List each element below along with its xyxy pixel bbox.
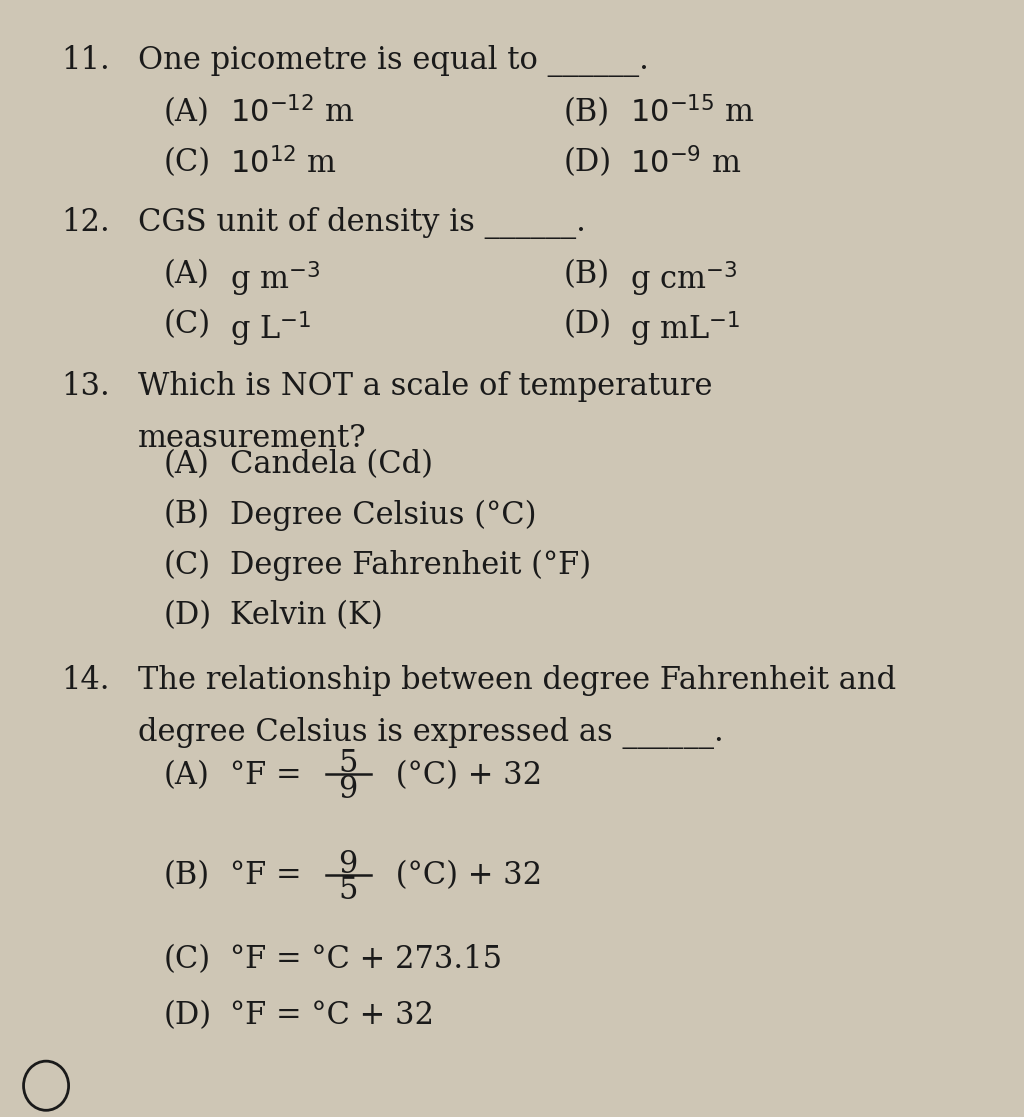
Text: °F =: °F =	[230, 860, 311, 891]
Text: The relationship between degree Fahrenheit and: The relationship between degree Fahrenhe…	[138, 665, 896, 696]
Text: 12.: 12.	[61, 207, 111, 238]
Text: 14.: 14.	[61, 665, 110, 696]
Text: 5: 5	[338, 748, 358, 780]
Text: 9: 9	[339, 774, 357, 805]
Text: 11.: 11.	[61, 45, 111, 76]
Text: 9: 9	[339, 849, 357, 880]
Text: (B): (B)	[164, 499, 210, 531]
Text: Which is NOT a scale of temperature: Which is NOT a scale of temperature	[138, 371, 713, 402]
Text: One picometre is equal to ______.: One picometre is equal to ______.	[138, 45, 649, 77]
Text: (D): (D)	[164, 600, 212, 631]
Text: $10^{-12}$ m: $10^{-12}$ m	[230, 97, 355, 130]
Text: $10^{12}$ m: $10^{12}$ m	[230, 147, 337, 180]
Text: (A): (A)	[164, 449, 210, 480]
Text: (A): (A)	[164, 97, 210, 128]
Text: (A): (A)	[164, 259, 210, 290]
Text: Degree Fahrenheit (°F): Degree Fahrenheit (°F)	[230, 550, 592, 581]
Text: °F =: °F =	[230, 760, 311, 791]
Text: g m$^{-3}$: g m$^{-3}$	[230, 259, 321, 298]
Text: (A): (A)	[164, 760, 210, 791]
Text: (C): (C)	[164, 550, 211, 581]
Text: Kelvin (K): Kelvin (K)	[230, 600, 383, 631]
Text: g cm$^{-3}$: g cm$^{-3}$	[630, 259, 737, 298]
Text: 5: 5	[338, 875, 358, 906]
Text: (D): (D)	[164, 1000, 212, 1031]
Text: (B): (B)	[563, 97, 609, 128]
Text: degree Celsius is expressed as ______.: degree Celsius is expressed as ______.	[138, 717, 724, 750]
Text: (°C) + 32: (°C) + 32	[386, 760, 542, 791]
Text: (C): (C)	[164, 147, 211, 179]
Text: g mL$^{-1}$: g mL$^{-1}$	[630, 309, 740, 349]
Text: °F = °C + 273.15: °F = °C + 273.15	[230, 944, 503, 975]
Text: (D): (D)	[563, 147, 611, 179]
Text: (D): (D)	[563, 309, 611, 341]
Text: (B): (B)	[164, 860, 210, 891]
Text: 13.: 13.	[61, 371, 111, 402]
Text: $10^{-15}$ m: $10^{-15}$ m	[630, 97, 755, 130]
Text: Degree Celsius (°C): Degree Celsius (°C)	[230, 499, 537, 531]
Text: °F = °C + 32: °F = °C + 32	[230, 1000, 434, 1031]
Text: Candela (Cd): Candela (Cd)	[230, 449, 433, 480]
Text: (B): (B)	[563, 259, 609, 290]
Text: (C): (C)	[164, 944, 211, 975]
Text: CGS unit of density is ______.: CGS unit of density is ______.	[138, 207, 586, 239]
Text: $10^{-9}$ m: $10^{-9}$ m	[630, 147, 741, 180]
Text: g L$^{-1}$: g L$^{-1}$	[230, 309, 311, 349]
Text: (°C) + 32: (°C) + 32	[386, 860, 542, 891]
Text: (C): (C)	[164, 309, 211, 341]
Text: measurement?: measurement?	[138, 423, 367, 455]
